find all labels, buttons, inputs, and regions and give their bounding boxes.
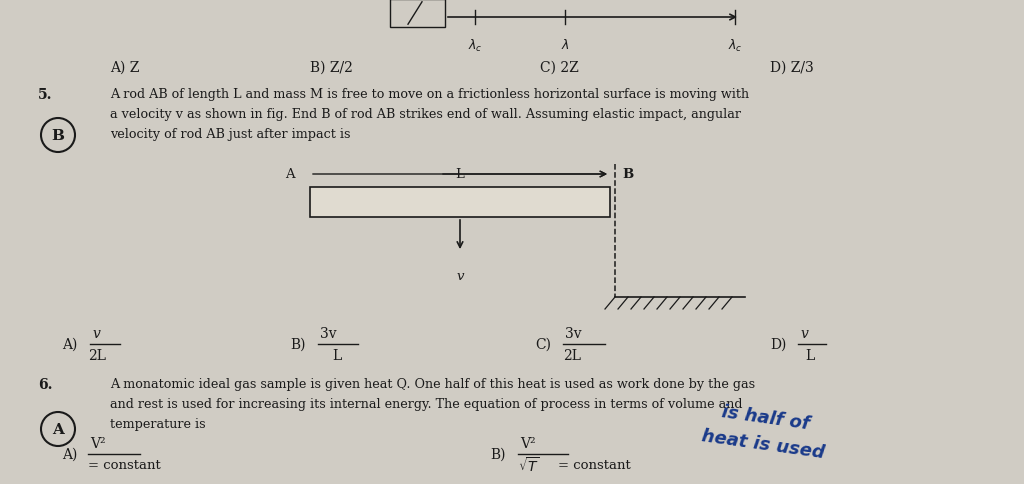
Text: D) Z/3: D) Z/3 <box>770 61 814 75</box>
Text: v: v <box>92 326 100 340</box>
Text: temperature is: temperature is <box>110 417 206 430</box>
Text: a velocity v as shown in fig. End B of rod AB strikes end of wall. Assuming elas: a velocity v as shown in fig. End B of r… <box>110 108 741 121</box>
Text: A monatomic ideal gas sample is given heat Q. One half of this heat is used as w: A monatomic ideal gas sample is given he… <box>110 377 755 390</box>
Text: L: L <box>805 348 814 362</box>
Text: V²: V² <box>90 436 105 450</box>
Text: 2L: 2L <box>563 348 581 362</box>
Text: v: v <box>457 270 464 283</box>
Text: A rod AB of length L and mass M is free to move on a frictionless horizontal sur: A rod AB of length L and mass M is free … <box>110 88 750 101</box>
Bar <box>310 188 610 217</box>
Text: = constant: = constant <box>558 458 631 471</box>
Text: C): C) <box>535 337 551 351</box>
Text: A): A) <box>62 447 78 461</box>
Text: A) Z: A) Z <box>110 61 139 75</box>
Text: velocity of rod AB just after impact is: velocity of rod AB just after impact is <box>110 128 350 141</box>
Text: L: L <box>332 348 341 362</box>
Bar <box>390 0 445 28</box>
Text: L: L <box>456 168 465 181</box>
Text: 2L: 2L <box>88 348 106 362</box>
Text: 6.: 6. <box>38 377 52 391</box>
Text: B): B) <box>290 337 305 351</box>
Text: $\lambda$: $\lambda$ <box>561 38 569 52</box>
Text: 5.: 5. <box>38 88 52 102</box>
Text: A: A <box>286 168 295 181</box>
Text: is half of: is half of <box>720 402 810 432</box>
Text: B: B <box>623 168 634 181</box>
Text: heat is used: heat is used <box>700 426 825 462</box>
Text: A: A <box>52 422 63 436</box>
Text: B): B) <box>490 447 506 461</box>
Text: B) Z/2: B) Z/2 <box>310 61 353 75</box>
Text: V²: V² <box>520 436 536 450</box>
Text: and rest is used for increasing its internal energy. The equation of process in : and rest is used for increasing its inte… <box>110 397 742 410</box>
Text: 3v: 3v <box>565 326 582 340</box>
Text: $\lambda_c$: $\lambda_c$ <box>468 38 482 54</box>
Text: B: B <box>51 129 65 143</box>
Text: D): D) <box>770 337 786 351</box>
Text: $\sqrt{T}$: $\sqrt{T}$ <box>518 455 540 474</box>
Text: A): A) <box>62 337 78 351</box>
Text: $\lambda_c$: $\lambda_c$ <box>728 38 742 54</box>
Text: v: v <box>800 326 808 340</box>
Text: = constant: = constant <box>88 458 161 471</box>
Text: 3v: 3v <box>319 326 337 340</box>
Text: C) 2Z: C) 2Z <box>540 61 579 75</box>
